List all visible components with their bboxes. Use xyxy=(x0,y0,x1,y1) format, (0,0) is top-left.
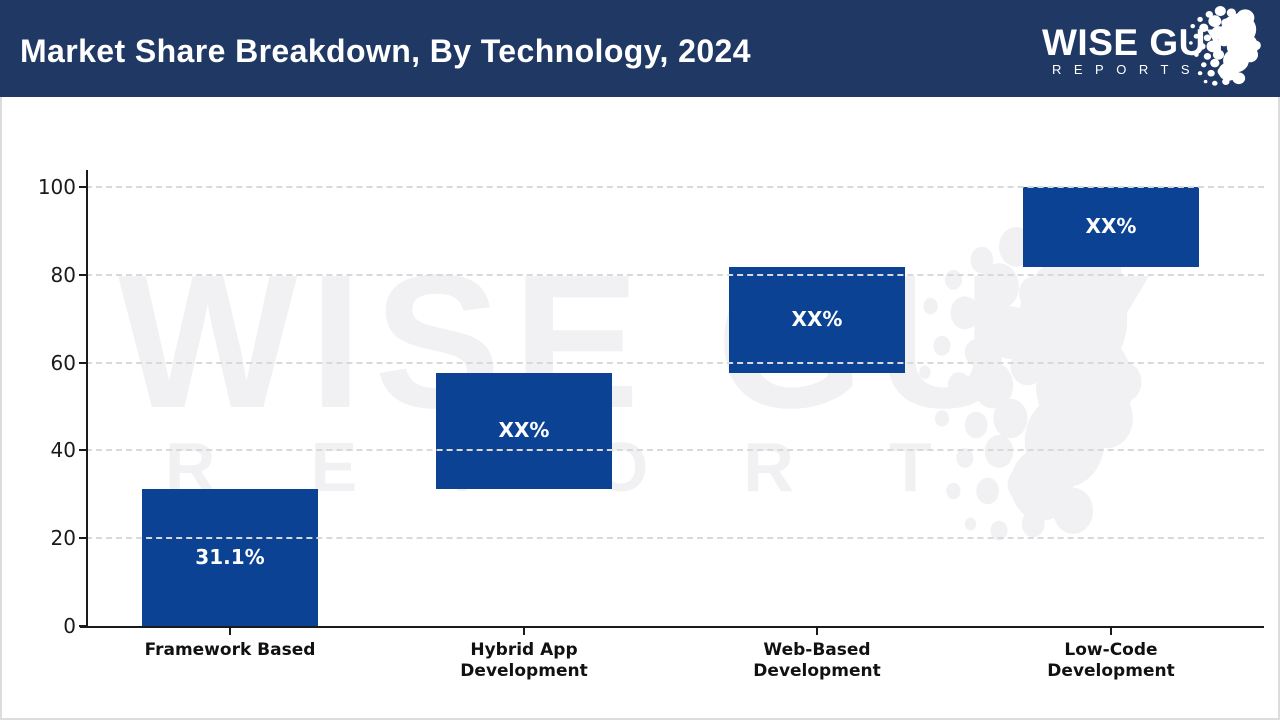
x-tick-mark xyxy=(229,628,231,635)
x-tick-mark xyxy=(523,628,525,635)
category-label: Framework Based xyxy=(110,640,350,661)
category-label-line: Development xyxy=(753,661,881,681)
logo-subtext: REPORTS xyxy=(1052,62,1203,77)
bar-value-label: XX% xyxy=(498,418,550,443)
y-tick-mark xyxy=(79,361,86,364)
bar-value-label: XX% xyxy=(1085,213,1137,238)
y-tick-label: 80 xyxy=(50,262,76,287)
bar-value-label: XX% xyxy=(791,306,843,331)
category-label-line: Hybrid App xyxy=(470,640,578,660)
bar-4: XX% xyxy=(1023,187,1199,267)
bar-value-label: 31.1% xyxy=(195,544,265,569)
category-label: Web-Based Development xyxy=(697,640,937,682)
y-tick-mark xyxy=(79,449,86,452)
gridline xyxy=(86,273,1264,276)
y-tick-label: 20 xyxy=(50,526,76,551)
plot-area: WISE GUY REPORTS 0 20 40 60 80 100 31.1% Framew… xyxy=(0,97,1280,720)
logo-wordmark: WISE GUY xyxy=(1042,22,1232,63)
gridline xyxy=(86,361,1264,364)
gridline xyxy=(86,186,1264,188)
bar-3: XX% xyxy=(729,266,905,373)
y-tick-label: 40 xyxy=(50,438,76,463)
category-label-line: Low-Code xyxy=(1064,640,1158,660)
x-axis-line xyxy=(80,626,1264,628)
wiseguy-logo: WISE GUY REPORTS xyxy=(1030,0,1280,97)
category-label: Low-Code Development xyxy=(991,640,1231,682)
y-tick-mark xyxy=(79,273,86,276)
category-label-line: Development xyxy=(460,661,588,681)
category-label: Hybrid App Development xyxy=(404,640,644,682)
header-bar: Market Share Breakdown, By Technology, 2… xyxy=(0,0,1280,97)
category-label-line: Development xyxy=(1047,661,1175,681)
wiseguy-face-icon xyxy=(1189,6,1261,86)
bar-2: XX% xyxy=(436,372,612,490)
gridline xyxy=(86,537,1264,540)
category-label-line: Web-Based xyxy=(763,640,871,660)
y-tick-label: 100 xyxy=(37,175,76,199)
y-tick-mark xyxy=(79,186,86,188)
y-tick-mark xyxy=(79,537,86,540)
y-axis-line xyxy=(86,170,88,628)
canvas-border-left xyxy=(0,97,2,720)
y-tick-label: 60 xyxy=(50,350,76,375)
category-label-line: Framework Based xyxy=(144,640,316,660)
gridline xyxy=(86,449,1264,452)
x-tick-mark xyxy=(1110,628,1112,635)
x-tick-mark xyxy=(816,628,818,635)
canvas-border-right xyxy=(1278,97,1280,720)
y-tick-label: 0 xyxy=(63,614,76,638)
bar-1: 31.1% xyxy=(142,489,318,626)
canvas-border-bottom xyxy=(0,718,1280,720)
watermark-face-icon xyxy=(919,227,1142,541)
chart-title: Market Share Breakdown, By Technology, 2… xyxy=(20,33,751,69)
